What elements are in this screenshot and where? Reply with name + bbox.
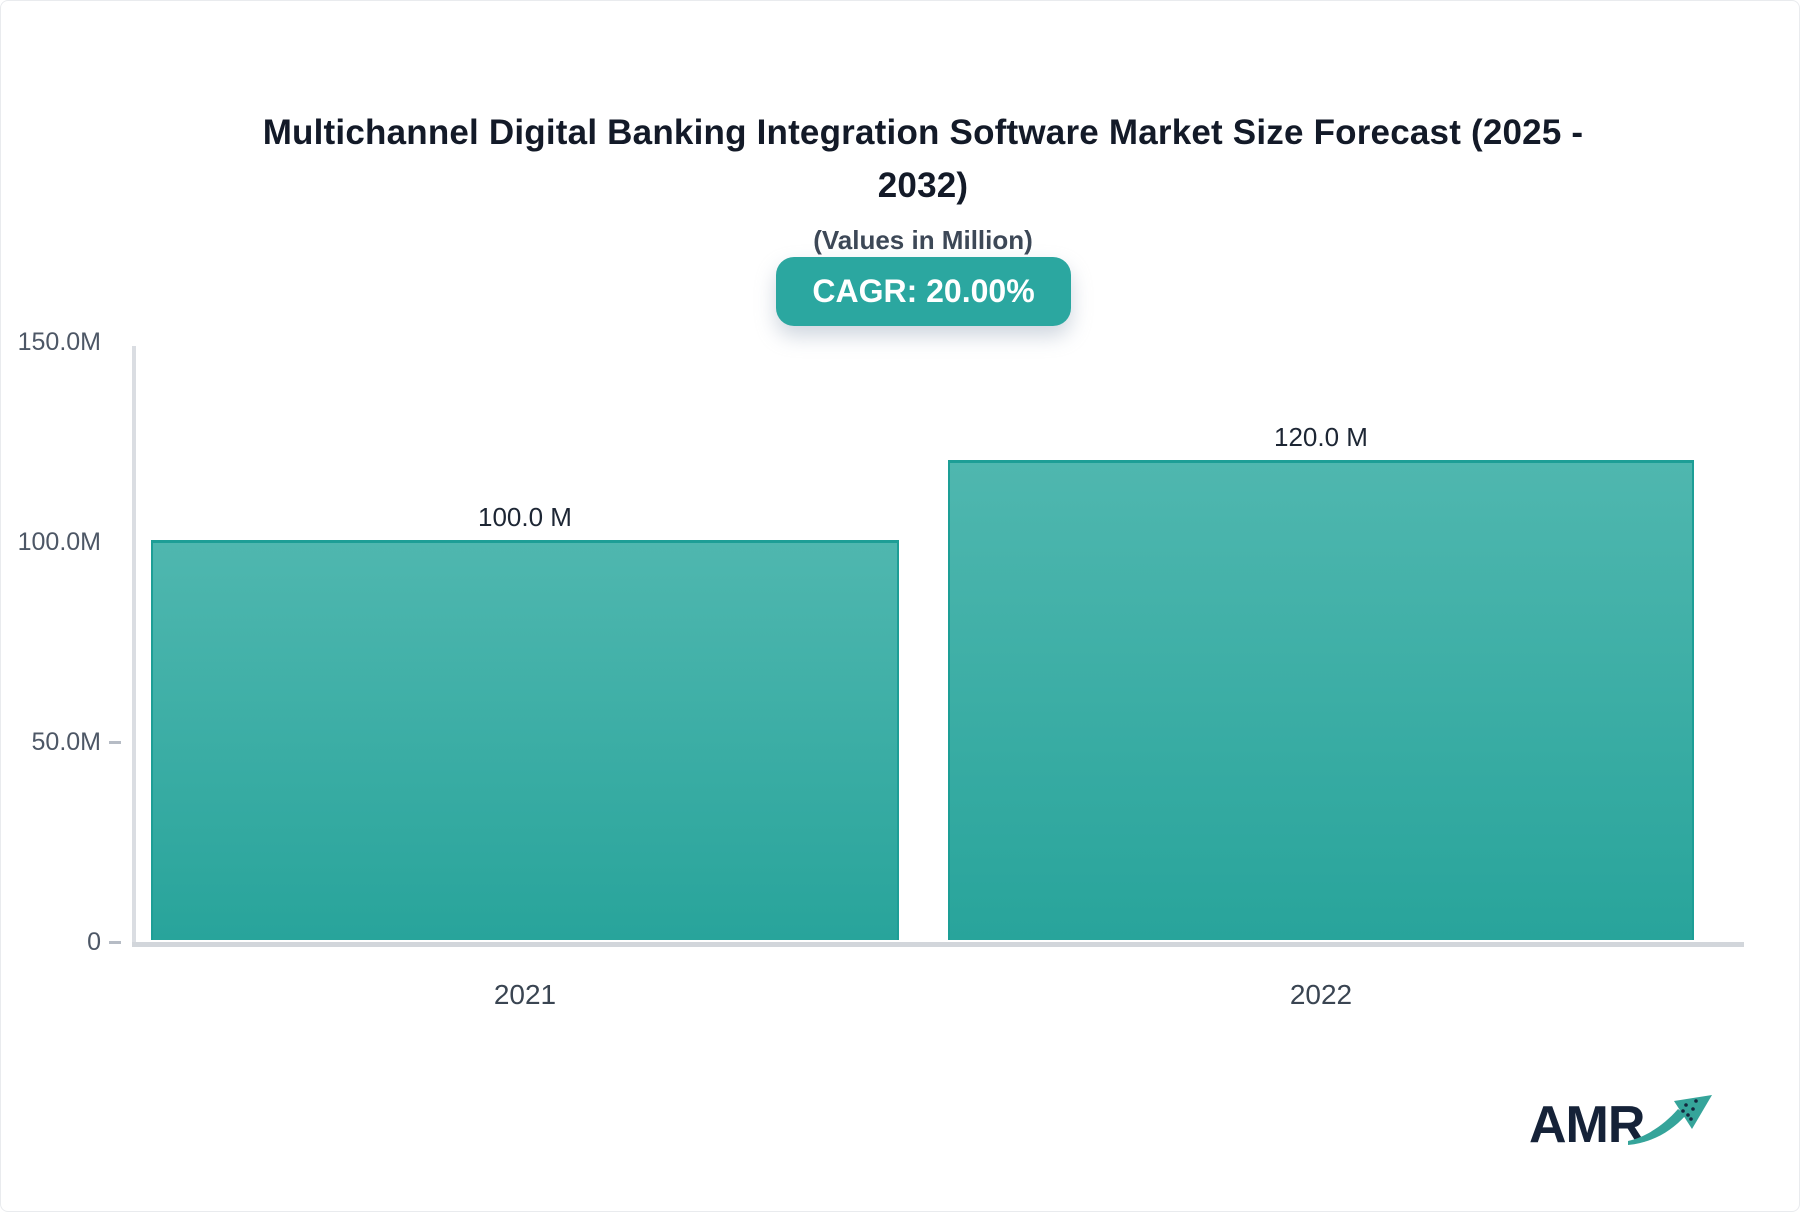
y-tick-150: 150.0M <box>1 327 123 357</box>
y-tick-dash <box>109 741 121 744</box>
x-axis-label-2021: 2021 <box>493 979 557 1010</box>
x-axis-label-2022: 2022 <box>1289 979 1353 1010</box>
y-tick-label: 50.0M <box>31 728 101 756</box>
y-tick-dash <box>109 941 121 944</box>
page-title-line1: Multichannel Digital Banking Integration… <box>262 113 1584 152</box>
bar-2022 <box>948 460 1694 940</box>
page-title: Multichannel Digital Banking Integration… <box>45 106 1799 212</box>
y-axis-line <box>132 346 136 942</box>
y-tick-label: 150.0M <box>17 328 101 356</box>
page-title-line2: 2032) <box>877 166 969 205</box>
x-axis-line <box>132 942 1744 947</box>
bar-column-2021: 100.0 M <box>151 502 899 940</box>
bar-2021 <box>151 540 899 940</box>
chart-subtitle: (Values in Million) <box>813 225 1033 255</box>
growth-arrow-icon <box>1628 1095 1713 1145</box>
bar-value-label: 100.0 M <box>478 502 572 532</box>
amr-logo-text: AMR <box>1529 1096 1645 1154</box>
y-tick-0: 0 <box>1 927 123 957</box>
cagr-badge: CAGR: 20.00% <box>776 257 1071 326</box>
y-tick-50: 50.0M <box>1 727 123 757</box>
amr-logo: AMR <box>1529 1091 1718 1153</box>
bar-value-label: 120.0 M <box>1274 422 1368 452</box>
y-tick-100: 100.0M <box>1 527 123 557</box>
bar-column-2022: 120.0 M <box>948 422 1694 940</box>
y-tick-label: 0 <box>87 928 101 956</box>
y-tick-label: 100.0M <box>17 528 101 556</box>
